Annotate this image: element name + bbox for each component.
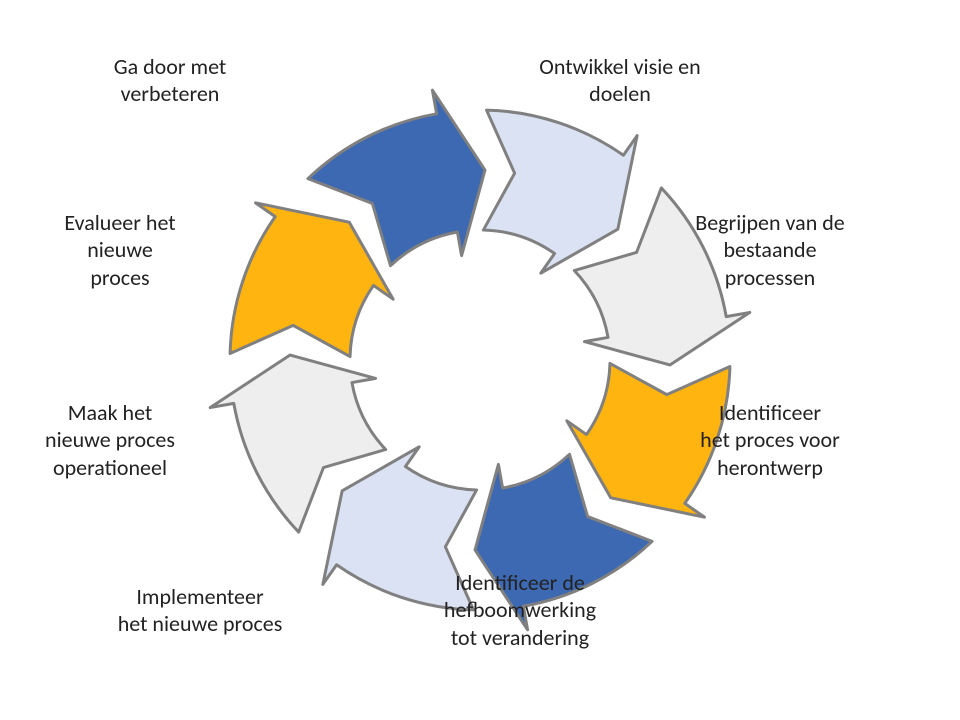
cycle-segment-6 bbox=[230, 203, 393, 357]
cycle-label-6: Evalueer het nieuwe proces bbox=[30, 209, 210, 292]
cycle-segments bbox=[210, 90, 750, 630]
cycle-label-5: Maak het nieuwe proces operationeel bbox=[10, 399, 210, 482]
cycle-label-2: Identificeer het proces voor herontwerp bbox=[655, 399, 885, 482]
cycle-label-7: Ga door met verbeteren bbox=[60, 53, 280, 108]
cycle-label-4: Implementeer het nieuwe proces bbox=[40, 583, 360, 638]
cycle-label-0: Ontwikkel visie en doelen bbox=[490, 53, 750, 108]
cycle-label-1: Begrijpen van de bestaande processen bbox=[655, 209, 885, 292]
cycle-label-3: Identificeer de hefboomwerking tot veran… bbox=[370, 569, 670, 652]
diagram-stage: Ontwikkel visie en doelen Begrijpen van d… bbox=[0, 0, 960, 720]
cycle-segment-0 bbox=[483, 110, 637, 273]
